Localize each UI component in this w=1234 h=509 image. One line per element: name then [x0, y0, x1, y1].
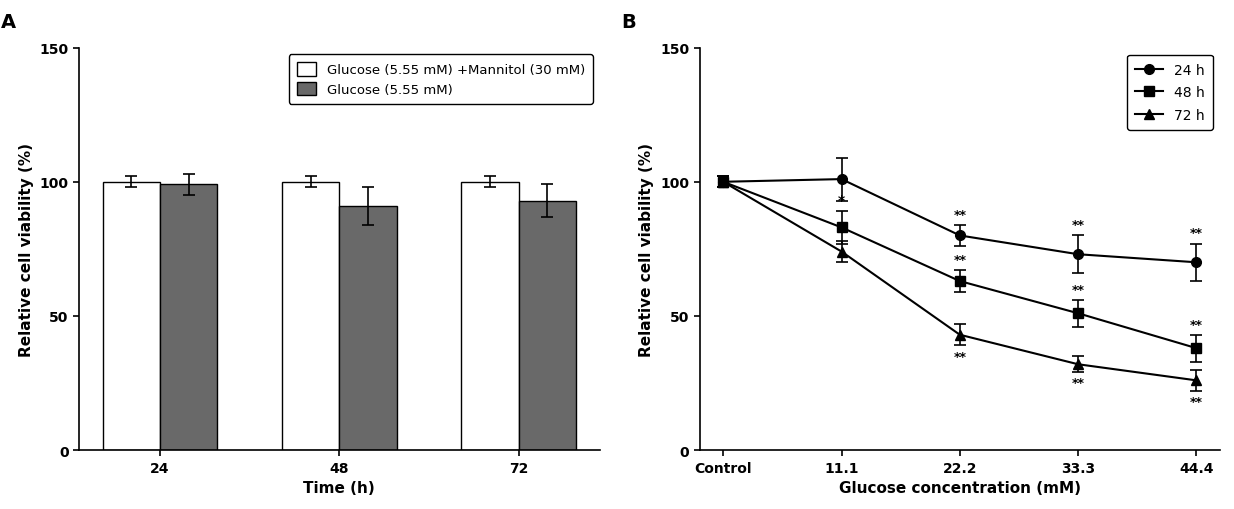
- Y-axis label: Relative cell viability (%): Relative cell viability (%): [19, 143, 35, 356]
- Bar: [102, 182, 160, 450]
- X-axis label: Time (h): Time (h): [304, 480, 375, 495]
- 48 h: [953, 278, 967, 285]
- Line: 48 h: 48 h: [718, 178, 1202, 353]
- 24 h: [1190, 260, 1204, 266]
- Legend: Glucose (5.55 mM) +Mannitol (30 mM), Glucose (5.55 mM): Glucose (5.55 mM) +Mannitol (30 mM), Glu…: [289, 55, 594, 104]
- Text: A: A: [1, 13, 16, 33]
- Line: 24 h: 24 h: [718, 175, 1202, 268]
- 24 h: [1071, 251, 1086, 258]
- 72 h: [1190, 378, 1204, 384]
- Text: **: **: [1190, 318, 1203, 331]
- Bar: [160, 185, 217, 450]
- Text: **: **: [1071, 377, 1085, 389]
- 48 h: [716, 179, 731, 185]
- 48 h: [834, 225, 849, 231]
- 24 h: [716, 179, 731, 185]
- 72 h: [1071, 361, 1086, 367]
- Text: **: **: [954, 350, 966, 363]
- Text: **: **: [1190, 395, 1203, 408]
- Bar: [518, 201, 576, 450]
- Bar: [283, 182, 339, 450]
- Text: **: **: [954, 254, 966, 267]
- Text: **: **: [1071, 284, 1085, 296]
- Text: **: **: [1190, 227, 1203, 240]
- 24 h: [953, 233, 967, 239]
- 72 h: [834, 249, 849, 255]
- Legend: 24 h, 48 h, 72 h: 24 h, 48 h, 72 h: [1127, 55, 1213, 131]
- Text: *: *: [838, 194, 845, 208]
- Bar: [462, 182, 518, 450]
- X-axis label: Glucose concentration (mM): Glucose concentration (mM): [839, 480, 1081, 495]
- Text: B: B: [622, 13, 637, 33]
- Bar: [339, 207, 396, 450]
- 72 h: [953, 332, 967, 338]
- 48 h: [1071, 310, 1086, 317]
- Y-axis label: Relative cell viability (%): Relative cell viability (%): [639, 143, 654, 356]
- 48 h: [1190, 346, 1204, 352]
- 24 h: [834, 177, 849, 183]
- Line: 72 h: 72 h: [718, 178, 1202, 385]
- Text: **: **: [954, 208, 966, 221]
- Text: **: **: [1071, 219, 1085, 232]
- 72 h: [716, 179, 731, 185]
